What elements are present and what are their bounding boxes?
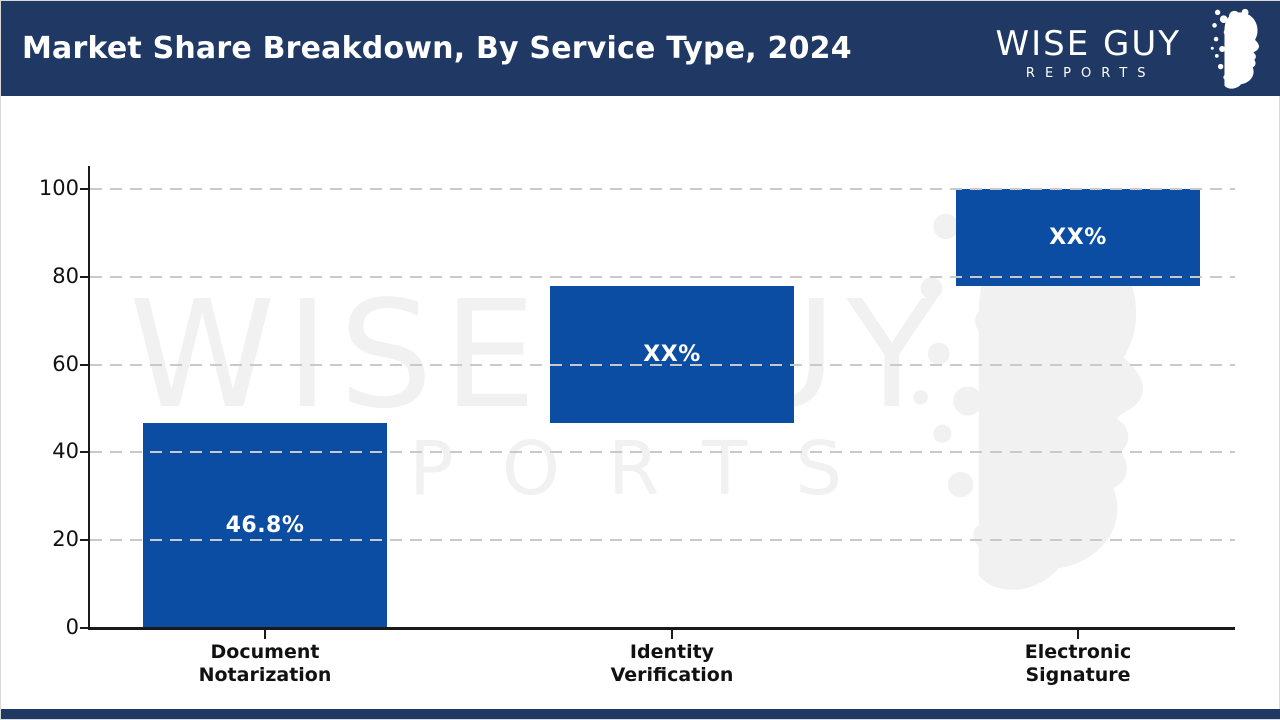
watermark-text-wiseguy: WISE GUY: [129, 269, 947, 441]
y-axis-tick-label: 60: [52, 351, 79, 376]
bar-value-label: XX%: [1049, 224, 1107, 250]
footer-bar: [1, 709, 1280, 719]
gridline: [90, 188, 1235, 190]
logo-dotted-head-icon: [1210, 8, 1260, 89]
bar-value-label: 46.8%: [225, 512, 305, 538]
bar-segment: 46.8%: [143, 422, 387, 628]
y-axis-tick-mark: [80, 188, 88, 190]
y-axis-tick-label: 40: [52, 439, 79, 464]
logo-text: WISE GUY REPORTS: [995, 24, 1181, 81]
y-axis-tick-label: 80: [52, 263, 79, 288]
wise-guy-reports-logo: WISE GUY REPORTS: [995, 7, 1269, 91]
y-axis-tick-label: 100: [38, 176, 79, 200]
logo-wordmark: WISE GUY: [995, 23, 1181, 64]
y-axis-tick-mark: [80, 539, 88, 542]
bar-segment: XX%: [956, 189, 1200, 286]
gridline: [90, 363, 1235, 366]
logo-subtitle: REPORTS: [1025, 65, 1156, 81]
x-axis-line: [88, 627, 1235, 630]
y-axis-tick-label: 20: [52, 527, 79, 552]
header-bar: Market Share Breakdown, By Service Type,…: [1, 1, 1280, 96]
y-axis-tick-label: 0: [65, 615, 79, 639]
gridline: [90, 451, 1235, 454]
y-axis-line: [88, 166, 90, 628]
y-axis-tick-mark: [80, 275, 88, 278]
x-axis-tick-mark: [264, 630, 266, 639]
y-axis-tick-mark: [80, 451, 88, 454]
bar-segment: XX%: [550, 285, 794, 423]
x-axis-category-label: Identity Verification: [610, 641, 734, 686]
bar-value-label: XX%: [643, 341, 701, 367]
x-axis-category-label: Electronic Signature: [1024, 641, 1132, 686]
gridline: [90, 539, 1235, 542]
page-title: Market Share Breakdown, By Service Type,…: [22, 31, 852, 66]
x-axis-category-label: Document Notarization: [198, 641, 332, 686]
gridline: [90, 275, 1235, 278]
x-axis-tick-mark: [1077, 630, 1079, 639]
y-axis-tick-mark: [80, 363, 88, 366]
y-axis-tick-mark: [80, 627, 88, 629]
x-axis-tick-mark: [671, 630, 673, 639]
